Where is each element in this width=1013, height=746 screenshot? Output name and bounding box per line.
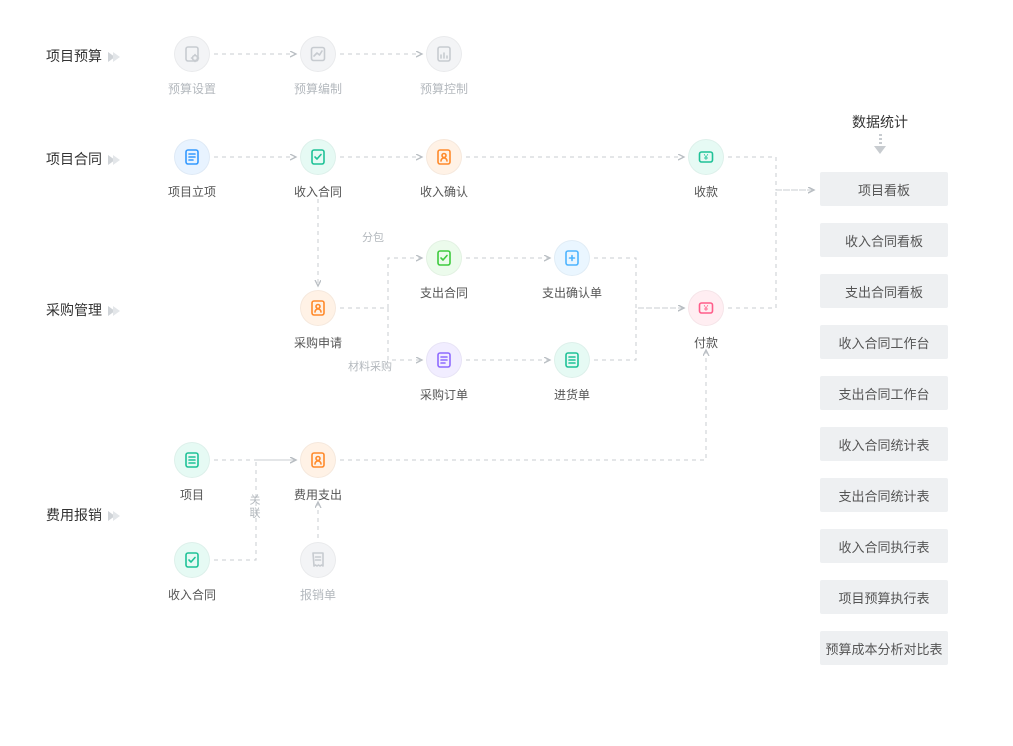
out-conf-icon	[554, 240, 590, 276]
node-payment[interactable]: ¥ 付款	[670, 290, 742, 351]
stat-btn-9[interactable]: 预算成本分析对比表	[820, 631, 948, 665]
reimb-label: 报销单	[282, 586, 354, 603]
node-reimb[interactable]: 报销单	[282, 542, 354, 603]
budget-make-icon	[300, 36, 336, 72]
edge-label-2: 关联	[246, 494, 262, 520]
proj-icon	[174, 442, 210, 478]
node-income-ct[interactable]: 收入合同	[282, 139, 354, 200]
out-ct-label: 支出合同	[408, 284, 480, 301]
node-budget-make[interactable]: 预算编制	[282, 36, 354, 97]
budget-make-label: 预算编制	[282, 80, 354, 97]
income-ct-icon	[300, 139, 336, 175]
stats-arrow-icon	[874, 134, 886, 156]
sec-expense-label: 费用报销	[46, 505, 102, 525]
node-buy-order[interactable]: 采购订单	[408, 342, 480, 403]
income-ct2-icon	[174, 542, 210, 578]
node-inbound[interactable]: 进货单	[536, 342, 608, 403]
node-income-conf[interactable]: 收入确认	[408, 139, 480, 200]
out-conf-label: 支出确认单	[536, 284, 608, 301]
node-buy-req[interactable]: 采购申请	[282, 290, 354, 351]
inbound-icon	[554, 342, 590, 378]
svg-text:¥: ¥	[703, 304, 709, 313]
budget-setup-label: 预算设置	[156, 80, 228, 97]
inbound-label: 进货单	[536, 386, 608, 403]
sec-contract-label: 项目合同	[46, 149, 102, 169]
proj-create-icon	[174, 139, 210, 175]
income-conf-icon	[426, 139, 462, 175]
node-budget-setup[interactable]: 预算设置	[156, 36, 228, 97]
node-budget-ctrl[interactable]: 预算控制	[408, 36, 480, 97]
stat-btn-1[interactable]: 收入合同看板	[820, 223, 948, 257]
sec-expense-caret-icon	[108, 508, 120, 526]
exp-out-label: 费用支出	[282, 486, 354, 503]
sec-budget-caret-icon	[108, 49, 120, 67]
payment-label: 付款	[670, 334, 742, 351]
income-ct2-label: 收入合同	[156, 586, 228, 603]
budget-ctrl-icon	[426, 36, 462, 72]
edge-label-1: 材料采购	[348, 358, 392, 374]
sec-budget-label: 项目预算	[46, 46, 102, 66]
income-ct-label: 收入合同	[282, 183, 354, 200]
out-ct-icon	[426, 240, 462, 276]
svg-text:¥: ¥	[703, 153, 709, 162]
buy-req-icon	[300, 290, 336, 326]
receipt-icon: ¥	[688, 139, 724, 175]
sec-procure-caret-icon	[108, 303, 120, 321]
exp-out-icon	[300, 442, 336, 478]
stat-btn-4[interactable]: 支出合同工作台	[820, 376, 948, 410]
buy-order-icon	[426, 342, 462, 378]
node-out-ct[interactable]: 支出合同	[408, 240, 480, 301]
stats-title: 数据统计	[852, 112, 908, 132]
stat-btn-7[interactable]: 收入合同执行表	[820, 529, 948, 563]
stat-btn-0[interactable]: 项目看板	[820, 172, 948, 206]
buy-req-label: 采购申请	[282, 334, 354, 351]
node-out-conf[interactable]: 支出确认单	[536, 240, 608, 301]
node-receipt[interactable]: ¥ 收款	[670, 139, 742, 200]
node-proj[interactable]: 项目	[156, 442, 228, 503]
stat-btn-8[interactable]: 项目预算执行表	[820, 580, 948, 614]
payment-icon: ¥	[688, 290, 724, 326]
node-income-ct2[interactable]: 收入合同	[156, 542, 228, 603]
node-proj-create[interactable]: 项目立项	[156, 139, 228, 200]
reimb-icon	[300, 542, 336, 578]
receipt-label: 收款	[670, 183, 742, 200]
stat-btn-5[interactable]: 收入合同统计表	[820, 427, 948, 461]
proj-label: 项目	[156, 486, 228, 503]
sec-procure-label: 采购管理	[46, 300, 102, 320]
diagram-stage: 项目预算项目合同采购管理费用报销预算设置预算编制预算控制项目立项收入合同收入确认…	[0, 0, 1013, 746]
proj-create-label: 项目立项	[156, 183, 228, 200]
buy-order-label: 采购订单	[408, 386, 480, 403]
stat-btn-2[interactable]: 支出合同看板	[820, 274, 948, 308]
budget-ctrl-label: 预算控制	[408, 80, 480, 97]
stat-btn-3[interactable]: 收入合同工作台	[820, 325, 948, 359]
sec-contract-caret-icon	[108, 152, 120, 170]
income-conf-label: 收入确认	[408, 183, 480, 200]
budget-setup-icon	[174, 36, 210, 72]
stat-btn-6[interactable]: 支出合同统计表	[820, 478, 948, 512]
edge-label-0: 分包	[362, 229, 384, 245]
node-exp-out[interactable]: 费用支出	[282, 442, 354, 503]
